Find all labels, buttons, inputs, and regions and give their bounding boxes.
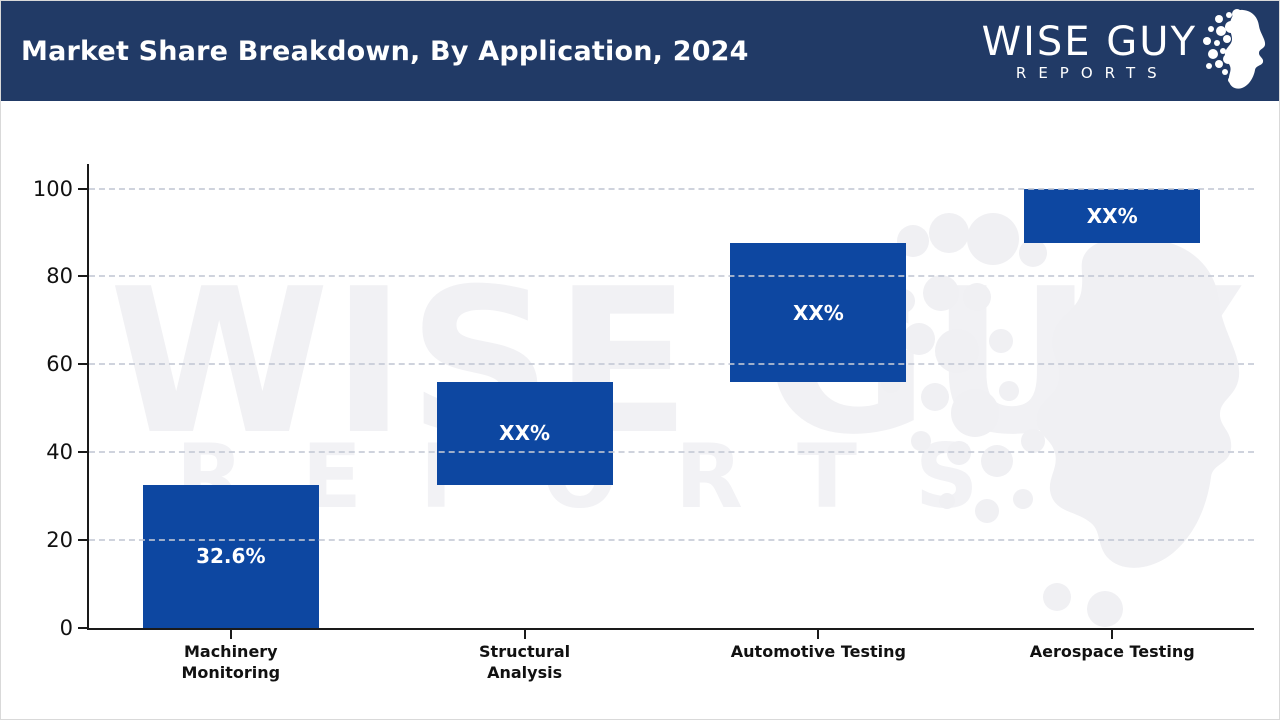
y-tick-label-100: 100 xyxy=(32,176,73,201)
x-tick-mark-2 xyxy=(523,630,526,639)
y-tick-mark-0 xyxy=(78,627,87,629)
x-tick-mark-3 xyxy=(817,630,820,639)
logo-subtitle: REPORTS xyxy=(1015,63,1169,82)
gridline-y20 xyxy=(89,539,1254,542)
x-category-label: Structural Analysis xyxy=(479,642,571,682)
bar-value-label: XX% xyxy=(499,421,551,446)
page-title: Market Share Breakdown, By Application, … xyxy=(21,35,749,67)
y-tick-label-20: 20 xyxy=(46,528,73,553)
logo-wordmark: WISE GUY xyxy=(981,18,1197,65)
y-tick-mark-80 xyxy=(78,275,87,278)
logo-text: WISE GUY REPORTS xyxy=(982,22,1197,81)
y-axis-line xyxy=(87,164,89,630)
bar-automotive-testing xyxy=(730,243,907,382)
wise-guy-logo: WISE GUY REPORTS xyxy=(982,7,1271,95)
gridline-y80 xyxy=(89,275,1254,278)
bar-value-label: XX% xyxy=(1086,203,1138,228)
y-tick-label-40: 40 xyxy=(46,440,73,465)
y-tick-mark-60 xyxy=(78,363,87,366)
bar-aerospace-testing xyxy=(1024,188,1201,244)
gridline-y100 xyxy=(89,187,1254,190)
x-category-label: Machinery Monitoring xyxy=(181,642,281,682)
x-tick-mark-4 xyxy=(1111,630,1114,639)
y-tick-mark-100 xyxy=(78,187,87,190)
y-tick-label-80: 80 xyxy=(46,264,73,289)
x-category-label: Automotive Testing xyxy=(730,642,906,661)
x-axis-line xyxy=(87,628,1254,630)
bar-structural-analysis xyxy=(436,381,613,485)
x-category-label: Aerospace Testing xyxy=(1029,642,1195,661)
y-tick-mark-40 xyxy=(78,451,87,454)
gridline-y60 xyxy=(89,363,1254,366)
x-tick-mark-1 xyxy=(229,630,232,639)
y-tick-label-0: 0 xyxy=(59,616,73,640)
gridline-y40 xyxy=(89,451,1254,454)
bar-value-label: XX% xyxy=(792,300,844,325)
header-bar: Market Share Breakdown, By Application, … xyxy=(1,1,1279,101)
y-tick-label-60: 60 xyxy=(46,352,73,377)
face-profile-logo-icon xyxy=(1199,7,1271,95)
y-tick-mark-20 xyxy=(78,539,87,542)
bar-value-label: 32.6% xyxy=(196,544,266,569)
bar-machinery-monitoring xyxy=(142,484,319,628)
